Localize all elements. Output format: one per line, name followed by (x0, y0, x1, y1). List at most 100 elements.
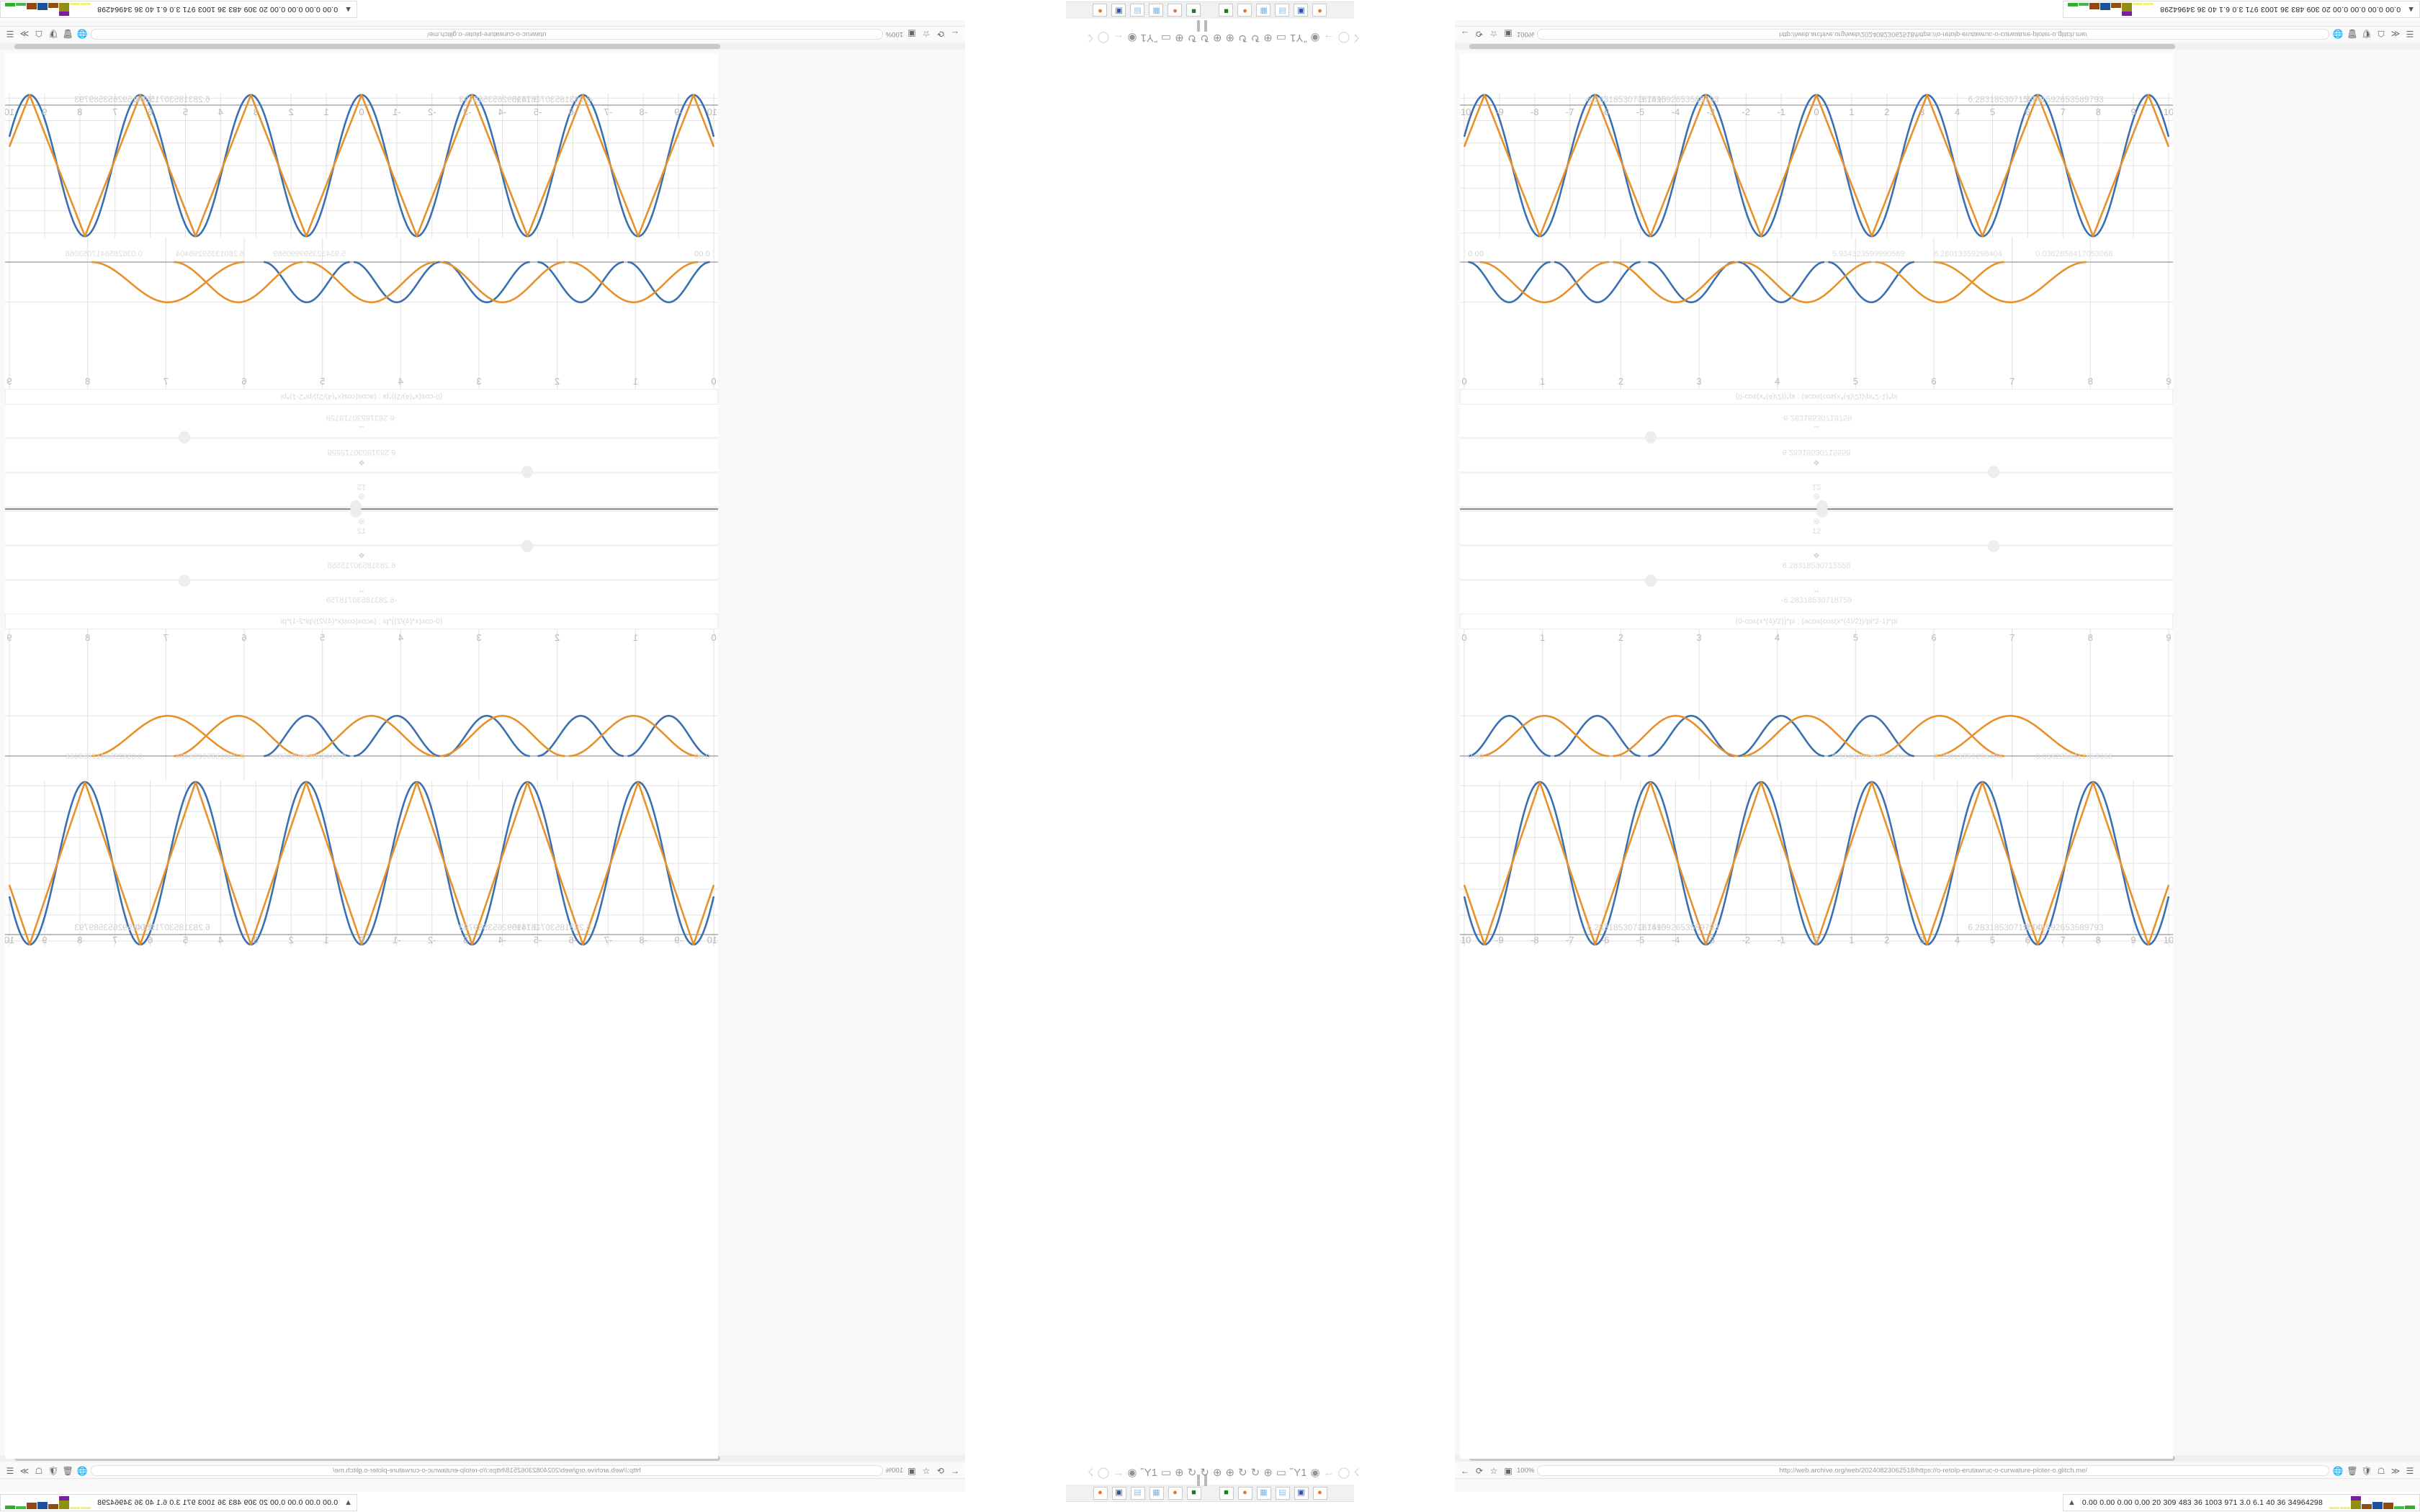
address-bar[interactable]: http://web.archive.org/web/2024082306251… (1537, 1465, 2329, 1476)
arrow-left-icon[interactable]: ← (1113, 32, 1124, 45)
tab-firefox-1-0[interactable]: ● (1312, 4, 1327, 17)
slider-knob[interactable] (1987, 540, 1999, 552)
address-bar[interactable]: utawruc-o-curwature-ploter-o.glitch.me/ (91, 29, 883, 40)
slider-max[interactable]: ✥ 6.28318530715558 (5, 439, 718, 478)
arrow-left-icon[interactable]: ← (1323, 1466, 1335, 1479)
chevron-up-icon[interactable]: ▲ (2067, 1498, 2076, 1507)
tab-document-1-9[interactable]: ▤ (1130, 4, 1145, 17)
reload-icon[interactable]: ↻ (1238, 1467, 1247, 1479)
back-icon[interactable]: ← (1461, 29, 1469, 40)
trash-icon[interactable]: 🗑 (2347, 29, 2358, 40)
pocket-icon[interactable]: ☇ (1353, 32, 1360, 44)
star-icon[interactable]: ☆ (1489, 29, 1498, 40)
translate-icon[interactable]: ▣ (1504, 29, 1512, 40)
reload-icon[interactable]: ⟳ (936, 29, 945, 40)
slider-track[interactable] (5, 575, 718, 587)
tab-document-1-9[interactable]: ▤ (1275, 1486, 1290, 1500)
reload-icon[interactable]: ↻ (1238, 32, 1247, 44)
slider-count[interactable]: ◎ 12 (1460, 474, 2173, 513)
trash-icon[interactable]: 🗑 (62, 1465, 73, 1476)
arrow-right-icon[interactable]: → (1323, 32, 1335, 45)
zoom-level[interactable]: 100% (885, 30, 903, 38)
hamburger-menu-icon[interactable]: ☰ (2406, 1465, 2414, 1476)
tab-calculator-1-8[interactable]: ▦ (1256, 1486, 1271, 1500)
taskbar-mini-graph[interactable] (5, 1496, 91, 1509)
taskbar-mini-graph[interactable] (2067, 3, 2154, 16)
slider-min[interactable]: ↔ -6.28318530718759 (5, 405, 718, 444)
trash-icon[interactable]: Ὕ1 (1140, 32, 1157, 45)
horizontal-scrollbar-top[interactable] (1455, 43, 2420, 50)
shield-icon[interactable]: ◉ (1127, 32, 1137, 44)
slider-min[interactable]: ↔ -6.28318530718759 (1460, 575, 2173, 613)
reload-icon[interactable]: ⟳ (936, 1465, 945, 1476)
slider-count[interactable]: ◎ 12 (1460, 505, 2173, 544)
browser-toolbar-icons-bottom[interactable]: ☇ ◯ → ◉ Ὕ1 ▭ ⊕ ↻ ↻ ⊕ ⊕ ↻ ↻ ⊕ ▭ Ὕ1 ◉ ← ◯ ☇ (1088, 1466, 1360, 1480)
slider-knob[interactable] (1645, 575, 1657, 587)
overflow-menu-icon[interactable]: ≫ (19, 29, 30, 40)
circle-icon[interactable]: ◯ (1097, 32, 1110, 44)
slider-count[interactable]: ◎ 12 (5, 505, 718, 544)
tab-firefox-1-11[interactable]: ● (1093, 4, 1108, 17)
chevron-up-icon[interactable]: ▲ (2407, 5, 2415, 14)
trash-icon[interactable]: 🗑 (2347, 1465, 2358, 1476)
globe-icon[interactable]: ⊕ (1175, 32, 1184, 44)
slider-track[interactable] (1460, 505, 2173, 518)
tab-document-1-2[interactable]: ▤ (1130, 1486, 1145, 1500)
tab-save-1-1[interactable]: ▣ (1111, 1486, 1126, 1500)
browser-navbar-left-bottom[interactable]: ← ⟳ ☆ ▣ 100% http://web.archive.org/web/… (0, 1463, 965, 1479)
tab-terminal-1-6[interactable]: ■ (1186, 4, 1201, 17)
reload-icon[interactable]: ↻ (1187, 1467, 1197, 1479)
tab-icon[interactable]: ▭ (1276, 32, 1286, 44)
shield-icon[interactable]: 🛡 (2361, 1465, 2372, 1476)
back-icon[interactable]: ← (951, 29, 959, 40)
reload-icon[interactable]: ↻ (1250, 32, 1260, 44)
pocket-icon[interactable]: ☖ (35, 29, 43, 40)
pocket-icon[interactable]: ☇ (1353, 1467, 1360, 1479)
slider-max[interactable]: ✥ 6.28318530715558 (1460, 439, 2173, 478)
globe-icon[interactable]: ⊕ (1212, 1467, 1222, 1479)
slider-track[interactable] (1460, 575, 2173, 587)
hamburger-menu-icon[interactable]: ☰ (2406, 29, 2414, 40)
browser-navbar-right-top[interactable]: ← ⟳ ☆ ▣ 100% http://web.archive.org/web/… (1455, 26, 2420, 42)
browser-toolbar-icons-top[interactable]: ☇ ◯ → ◉ Ὕ1 ▭ ⊕ ↻ ↻ ⊕ ⊕ ↻ ↻ ⊕ ▭ Ὕ1 ◉ ← ◯ ☇ (1088, 32, 1360, 45)
taskbar-mini-graph[interactable] (5, 3, 91, 16)
reload-icon[interactable]: ↻ (1200, 32, 1209, 44)
horizontal-scrollbar-top[interactable] (0, 43, 965, 50)
circle-icon[interactable]: ◯ (1337, 32, 1350, 44)
tab-calculator-1-3[interactable]: ▦ (1149, 1486, 1164, 1500)
slider-track[interactable] (5, 505, 718, 518)
address-bar[interactable]: http://web.archive.org/web/2024082306251… (1537, 29, 2329, 40)
translate-icon[interactable]: ▣ (1504, 1465, 1512, 1476)
zoom-level[interactable]: 100% (1517, 1467, 1535, 1475)
tab-calculator-1-3[interactable]: ▦ (1256, 4, 1271, 17)
shield-icon[interactable]: ◉ (1310, 1467, 1320, 1479)
formula-input[interactable]: (0-cos(x*(4)/2))*pi ; (acos(cos(x*(4)/2)… (1460, 389, 2173, 405)
slider-track[interactable] (5, 500, 718, 513)
globe-icon[interactable]: 🌐 (76, 1465, 88, 1476)
globe-icon[interactable]: 🌐 (76, 29, 88, 40)
reload-icon[interactable]: ↻ (1200, 1467, 1209, 1479)
pocket-icon[interactable]: ☖ (35, 1465, 43, 1476)
back-icon[interactable]: ← (951, 1465, 959, 1476)
tab-save-1-1[interactable]: ▣ (1294, 4, 1309, 17)
address-bar[interactable]: http://web.archive.org/web/2024082306251… (91, 1465, 883, 1476)
tab-document-1-2[interactable]: ▤ (1275, 4, 1290, 17)
trash-icon[interactable]: Ὕ1 (1289, 1466, 1307, 1479)
reload-icon[interactable]: ⟳ (1475, 29, 1484, 40)
hamburger-menu-icon[interactable]: ☰ (6, 1465, 14, 1476)
pocket-icon[interactable]: ☖ (2377, 1465, 2385, 1476)
tab-firefox-2-4[interactable]: ● (1237, 4, 1252, 17)
slider-knob[interactable] (1816, 505, 1828, 518)
translate-icon[interactable]: ▣ (908, 29, 916, 40)
zoom-level[interactable]: 100% (1517, 30, 1535, 38)
circle-icon[interactable]: ◯ (1097, 1467, 1110, 1479)
pocket-icon[interactable]: ☇ (1088, 1467, 1094, 1479)
tab-terminal-1-5[interactable]: ■ (1219, 4, 1234, 17)
slider-knob[interactable] (179, 575, 191, 587)
overflow-menu-icon[interactable]: ≫ (2390, 1465, 2401, 1476)
browser-tabstrip[interactable]: ● ▣ ▤ ▦ ● ■ ■ ● ▦ ▤ ▣ ● (1066, 1485, 1354, 1502)
tab-icon[interactable]: ▭ (1160, 1467, 1172, 1479)
tab-calculator-1-8[interactable]: ▦ (1149, 4, 1164, 17)
slider-min[interactable]: ↔ -6.28318530718759 (5, 575, 718, 613)
globe-icon[interactable]: ⊕ (1175, 1467, 1184, 1479)
